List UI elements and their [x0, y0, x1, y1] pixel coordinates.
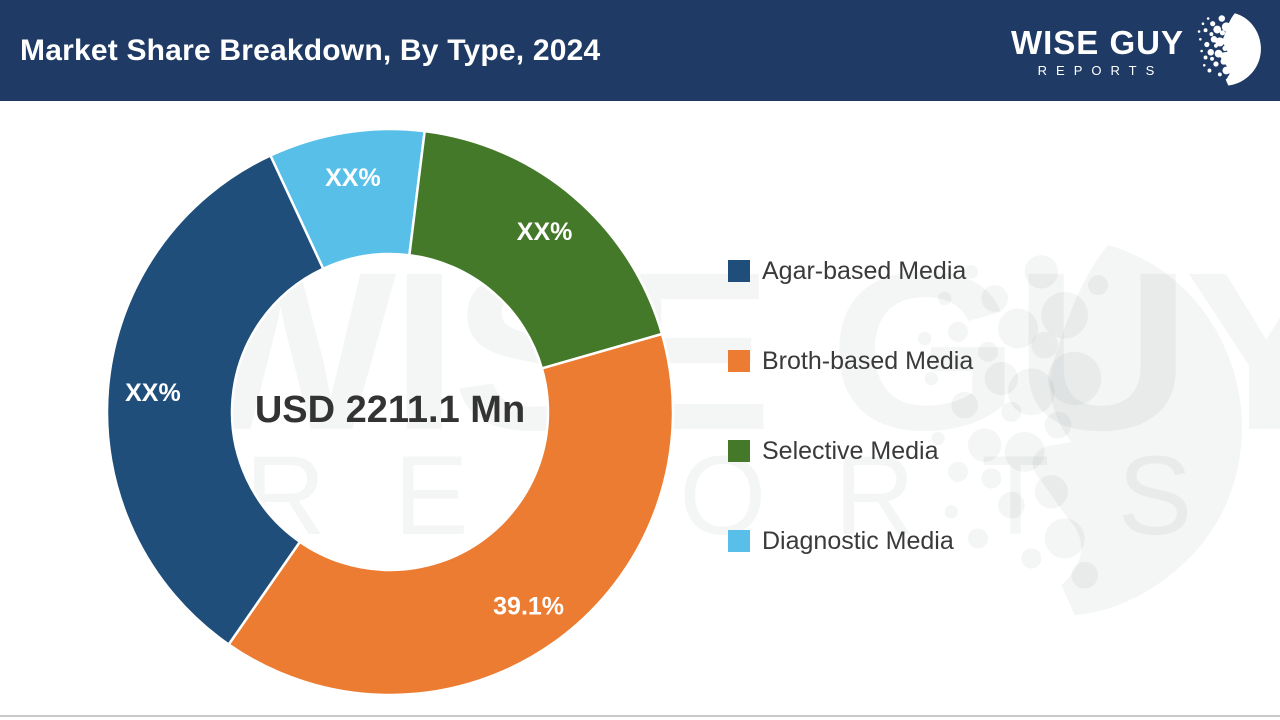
legend-swatch-icon — [728, 440, 750, 462]
legend-item-label: Agar-based Media — [762, 256, 967, 285]
logo-face-dots-icon — [1197, 13, 1261, 86]
donut-segment-labels: XX% XX% 39.1% XX% — [125, 164, 572, 621]
legend-item-agar-based-media: Agar-based Media — [728, 256, 973, 285]
segment-value-label: 39.1% — [493, 593, 564, 621]
legend-item-diagnostic-media: Diagnostic Media — [728, 526, 973, 555]
logo-wiseguy-label: WISE GUY — [1010, 23, 1184, 61]
donut-segment-agar-based-media — [105, 154, 325, 646]
page-title: Market Share Breakdown, By Type, 2024 — [20, 33, 601, 67]
segment-value-label: XX% — [517, 218, 573, 246]
wise-guy-reports-logo: WISE GUY REPORTS — [1011, 4, 1266, 98]
bottom-divider — [0, 715, 1280, 717]
chart-legend: Agar-based Media Broth-based Media Selec… — [728, 256, 974, 555]
legend-swatch-icon — [728, 530, 750, 552]
donut-center-value: USD 2211.1 Mn — [255, 389, 525, 431]
segment-value-label: XX% — [325, 164, 381, 192]
legend-item-label: Diagnostic Media — [762, 526, 954, 555]
segment-value-label: XX% — [125, 379, 181, 407]
logo-text: WISE GUY REPORTS — [1010, 23, 1184, 78]
donut-segment-broth-based-media — [227, 332, 675, 697]
donut-chart: XX% XX% 39.1% XX% USD 2211.1 Mn — [105, 127, 675, 697]
legend-item-label: Broth-based Media — [762, 346, 974, 375]
legend-item-selective-media: Selective Media — [728, 436, 973, 465]
legend-swatch-icon — [728, 260, 750, 282]
header-bar: Market Share Breakdown, By Type, 2024 WI… — [0, 0, 1280, 101]
legend-item-label: Selective Media — [762, 436, 939, 465]
legend-swatch-icon — [728, 350, 750, 372]
legend-item-broth-based-media: Broth-based Media — [728, 346, 974, 375]
logo-reports-label: REPORTS — [1037, 62, 1164, 78]
donut-segments — [105, 127, 675, 697]
donut-segment-selective-media — [408, 129, 664, 370]
